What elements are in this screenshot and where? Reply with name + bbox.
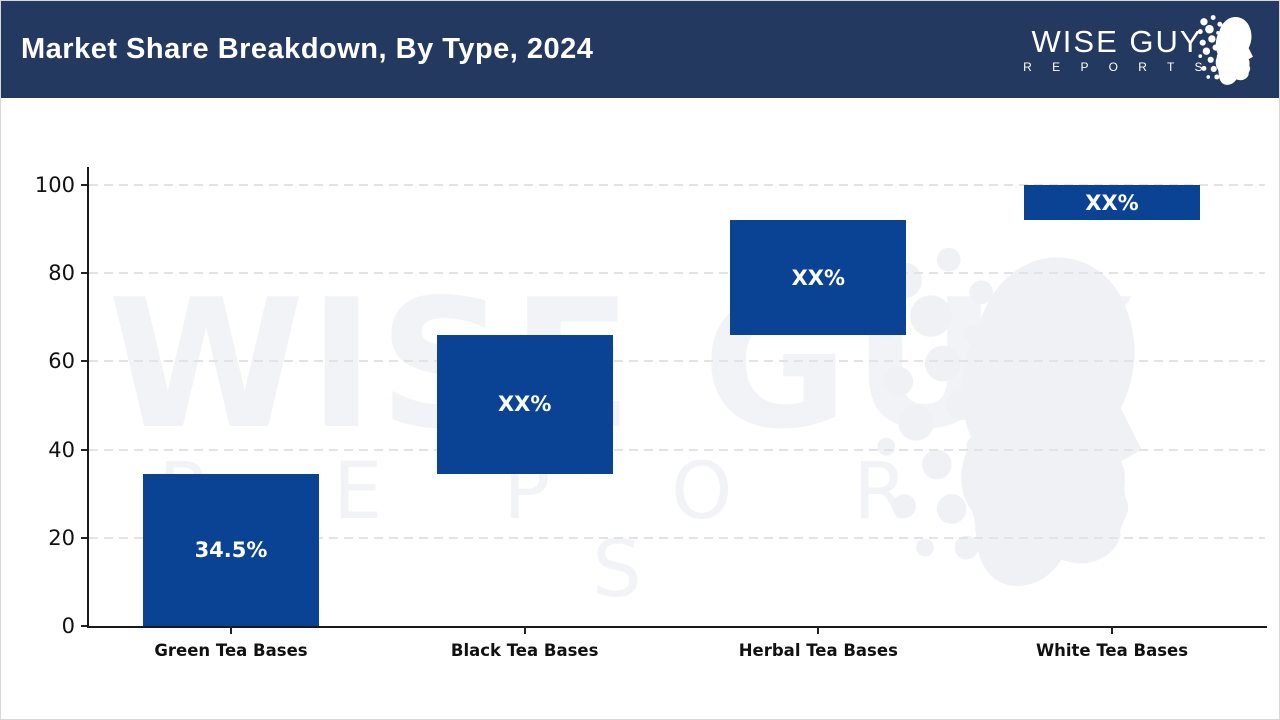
y-tick-label: 60 [48,349,75,374]
y-tick-mark [81,272,89,275]
logo-subtitle: R E P O R T S [1023,59,1211,74]
y-tick-label: 20 [48,525,75,550]
y-tick-label: 100 [34,173,75,197]
y-tick-mark [81,360,89,363]
x-tick-mark [523,626,526,634]
x-tick-label: Herbal Tea Bases [738,641,898,660]
page-title: Market Share Breakdown, By Type, 2024 [21,33,594,65]
y-tick-label: 40 [48,437,75,462]
bar-black-tea-bases [436,334,613,474]
bar-value-label: XX% [497,392,552,417]
bar-value-label: XX% [1085,190,1139,215]
bar-value-label: 34.5% [194,537,268,562]
y-tick-mark [81,448,89,451]
x-tick-mark [817,626,820,634]
y-axis-line [87,167,89,628]
x-axis-line [87,626,1267,628]
logo-text: WISE GUY R E P O R T S [1023,26,1211,74]
bar-white-tea-bases [1024,185,1200,221]
y-tick-mark [81,536,89,539]
bar-green-tea-bases [143,473,319,626]
gridline [89,448,1265,451]
x-tick-label: Black Tea Bases [450,641,599,660]
y-tick-label: 80 [48,261,75,286]
logo-head-icon [1197,14,1253,85]
y-tick-label: 0 [61,614,75,638]
x-tick-label: White Tea Bases [1035,641,1189,660]
wise-guy-logo: WISE GUY R E P O R T S [1023,12,1257,88]
logo-wordmark: WISE GUY [1031,23,1203,59]
header-bar: Market Share Breakdown, By Type, 2024 WI… [1,1,1279,98]
y-tick-mark [81,625,89,627]
y-tick-mark [81,184,89,186]
gridline [89,536,1265,539]
gridline [89,272,1265,275]
bar-herbal-tea-bases [730,220,907,335]
x-tick-label: Green Tea Bases [154,641,308,660]
x-tick-mark [230,626,232,634]
x-tick-mark [1111,626,1113,634]
bar-value-label: XX% [791,265,846,290]
gridline [89,184,1265,186]
gridline [89,360,1265,363]
